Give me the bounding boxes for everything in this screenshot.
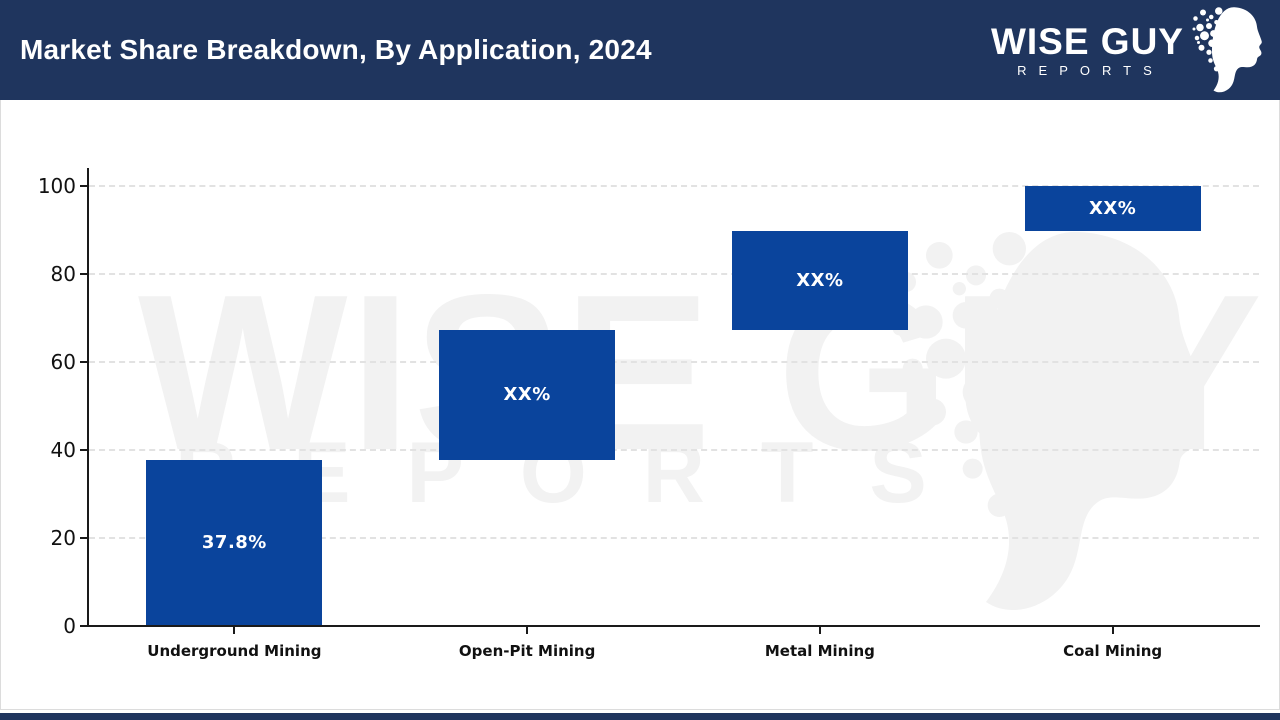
brand-name: WISE GUY: [990, 21, 1184, 62]
y-tick-label: 100: [37, 174, 76, 198]
x-tick-label: Metal Mining: [764, 642, 875, 660]
y-tick-mark: [80, 273, 88, 275]
y-tick-mark: [80, 361, 88, 363]
bar-open-pit-mining: XX%: [439, 329, 616, 460]
gridline: [89, 361, 1259, 363]
bar-underground-mining: 37.8%: [146, 459, 323, 626]
brand-logo-text: WISE GUY REPORTS: [991, 23, 1184, 77]
x-tick-mark: [233, 626, 236, 634]
x-tick-mark: [818, 626, 821, 634]
y-tick-mark: [80, 449, 88, 451]
x-tick-label: Underground Mining: [147, 642, 322, 660]
gridline: [89, 537, 1259, 539]
y-tick-label: 60: [50, 350, 76, 374]
header-bar: Market Share Breakdown, By Application, …: [0, 0, 1280, 100]
brand-face-icon: [1192, 7, 1262, 93]
x-tick-mark: [1111, 626, 1114, 634]
y-tick-mark: [80, 537, 88, 539]
bar-metal-mining: XX%: [731, 230, 908, 330]
bar-value-label: XX%: [503, 384, 551, 406]
y-tick-label: 80: [50, 262, 76, 286]
bar-value-label: XX%: [1088, 197, 1137, 219]
y-tick-mark: [80, 185, 88, 187]
bar-value-label: XX%: [796, 269, 844, 291]
bar-value-label: 37.8%: [201, 532, 267, 554]
brand-subname: REPORTS: [1017, 63, 1164, 78]
y-tick-label: 20: [50, 526, 76, 550]
y-axis-line: [87, 168, 89, 627]
brand-logo: WISE GUY REPORTS: [991, 5, 1280, 95]
x-tick-label: Open-Pit Mining: [458, 642, 596, 660]
gridline: [89, 449, 1259, 451]
bar-coal-mining: XX%: [1024, 186, 1201, 231]
y-tick-label: 40: [50, 438, 76, 462]
page-title: Market Share Breakdown, By Application, …: [20, 34, 652, 65]
y-tick-label: 0: [63, 614, 76, 638]
y-tick-mark: [80, 625, 88, 627]
gridline: [89, 273, 1259, 275]
footer-bar: [0, 713, 1280, 720]
x-axis-line: [87, 625, 1260, 627]
x-tick-mark: [526, 626, 529, 634]
x-tick-label: Coal Mining: [1063, 642, 1163, 660]
gridline: [89, 185, 1259, 187]
